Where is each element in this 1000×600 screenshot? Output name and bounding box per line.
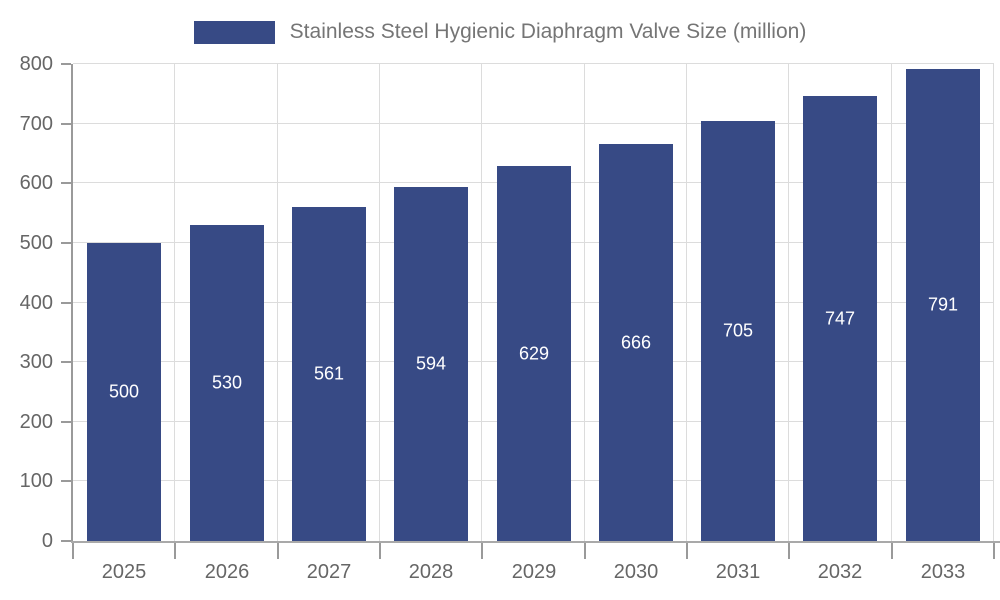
bar-value-label: 705: [722, 320, 754, 341]
x-axis-tick-label: 2027: [306, 561, 352, 583]
bar-2026: 530: [190, 225, 264, 541]
x-gridline: [481, 64, 483, 541]
bar-value-label: 561: [313, 363, 345, 384]
bar-value-label: 500: [108, 381, 140, 402]
y-tick-mark: [61, 540, 71, 542]
bar-2025: 500: [87, 243, 161, 541]
y-axis-line: [71, 64, 73, 541]
bar-2027: 561: [292, 207, 366, 541]
bar-2028: 594: [394, 187, 468, 541]
x-tick-mark: [583, 543, 586, 559]
x-gridline: [788, 64, 790, 541]
x-axis-tick-label: 2029: [511, 561, 557, 583]
chart-title: Stainless Steel Hygienic Diaphragm Valve…: [289, 20, 807, 43]
x-tick-mark: [379, 543, 381, 559]
x-axis-tick-label: 2033: [920, 561, 966, 583]
y-tick-mark: [61, 63, 71, 65]
y-axis-tick-label: 300: [19, 351, 53, 374]
y-axis-tick-label: 400: [19, 291, 53, 314]
y-tick-mark: [61, 361, 71, 364]
bar-2030: 666: [599, 144, 673, 541]
x-tick-mark: [993, 543, 995, 559]
x-tick-mark: [72, 543, 74, 559]
x-tick-mark: [686, 543, 688, 559]
bar-value-label: 747: [824, 308, 856, 328]
x-tick-mark: [174, 543, 177, 559]
bar-2033: 791: [906, 69, 980, 541]
bar-2032: 747: [803, 96, 877, 541]
bar-value-label: 594: [415, 353, 447, 374]
x-gridline: [174, 64, 176, 541]
x-axis-line: [71, 541, 1000, 543]
x-tick-mark: [788, 543, 791, 559]
y-tick-mark: [61, 480, 71, 483]
x-tick-mark: [276, 543, 279, 559]
y-axis-tick-label: 0: [41, 530, 53, 552]
y-tick-mark: [61, 301, 71, 304]
x-gridline: [993, 64, 994, 541]
x-gridline: [583, 64, 585, 541]
x-axis-tick-label: 2025: [101, 561, 147, 583]
y-axis-tick-label: 700: [19, 112, 53, 135]
x-axis-tick-label: 2032: [817, 561, 863, 583]
y-tick-mark: [61, 182, 71, 185]
y-axis-tick-label: 100: [19, 470, 53, 493]
bar-value-label: 629: [518, 343, 550, 363]
y-gridline: [73, 122, 994, 124]
legend-swatch: [193, 20, 275, 44]
bar-2031: 705: [701, 121, 775, 541]
y-axis-tick-label: 600: [19, 172, 53, 195]
bar-value-label: 666: [620, 332, 652, 352]
y-axis-tick-label: 500: [19, 231, 53, 254]
bar-value-label: 791: [927, 294, 959, 315]
x-axis-tick-label: 2031: [715, 561, 761, 583]
y-axis-tick-label: 200: [19, 410, 53, 433]
plot-area: 0 100 200 300 400 500 600 700 800 500 2025 530 2026 5…: [20, 53, 1000, 583]
x-axis-tick-label: 2030: [613, 561, 659, 583]
x-gridline: [379, 64, 380, 541]
bar-value-label: 530: [211, 372, 243, 393]
x-axis-tick-label: 2028: [408, 561, 454, 583]
x-tick-mark: [481, 543, 484, 559]
x-tick-mark: [890, 543, 893, 559]
x-gridline: [686, 64, 687, 541]
y-axis-tick-label: 800: [19, 53, 53, 75]
y-tick-mark: [61, 420, 71, 423]
bar-2029: 629: [497, 166, 571, 541]
x-gridline: [276, 64, 278, 541]
y-tick-mark: [61, 241, 71, 244]
y-gridline: [73, 63, 994, 64]
x-gridline: [890, 64, 892, 541]
y-tick-mark: [61, 122, 71, 125]
x-axis-tick-label: 2026: [204, 561, 250, 583]
legend: Stainless Steel Hygienic Diaphragm Valve…: [0, 19, 1000, 45]
